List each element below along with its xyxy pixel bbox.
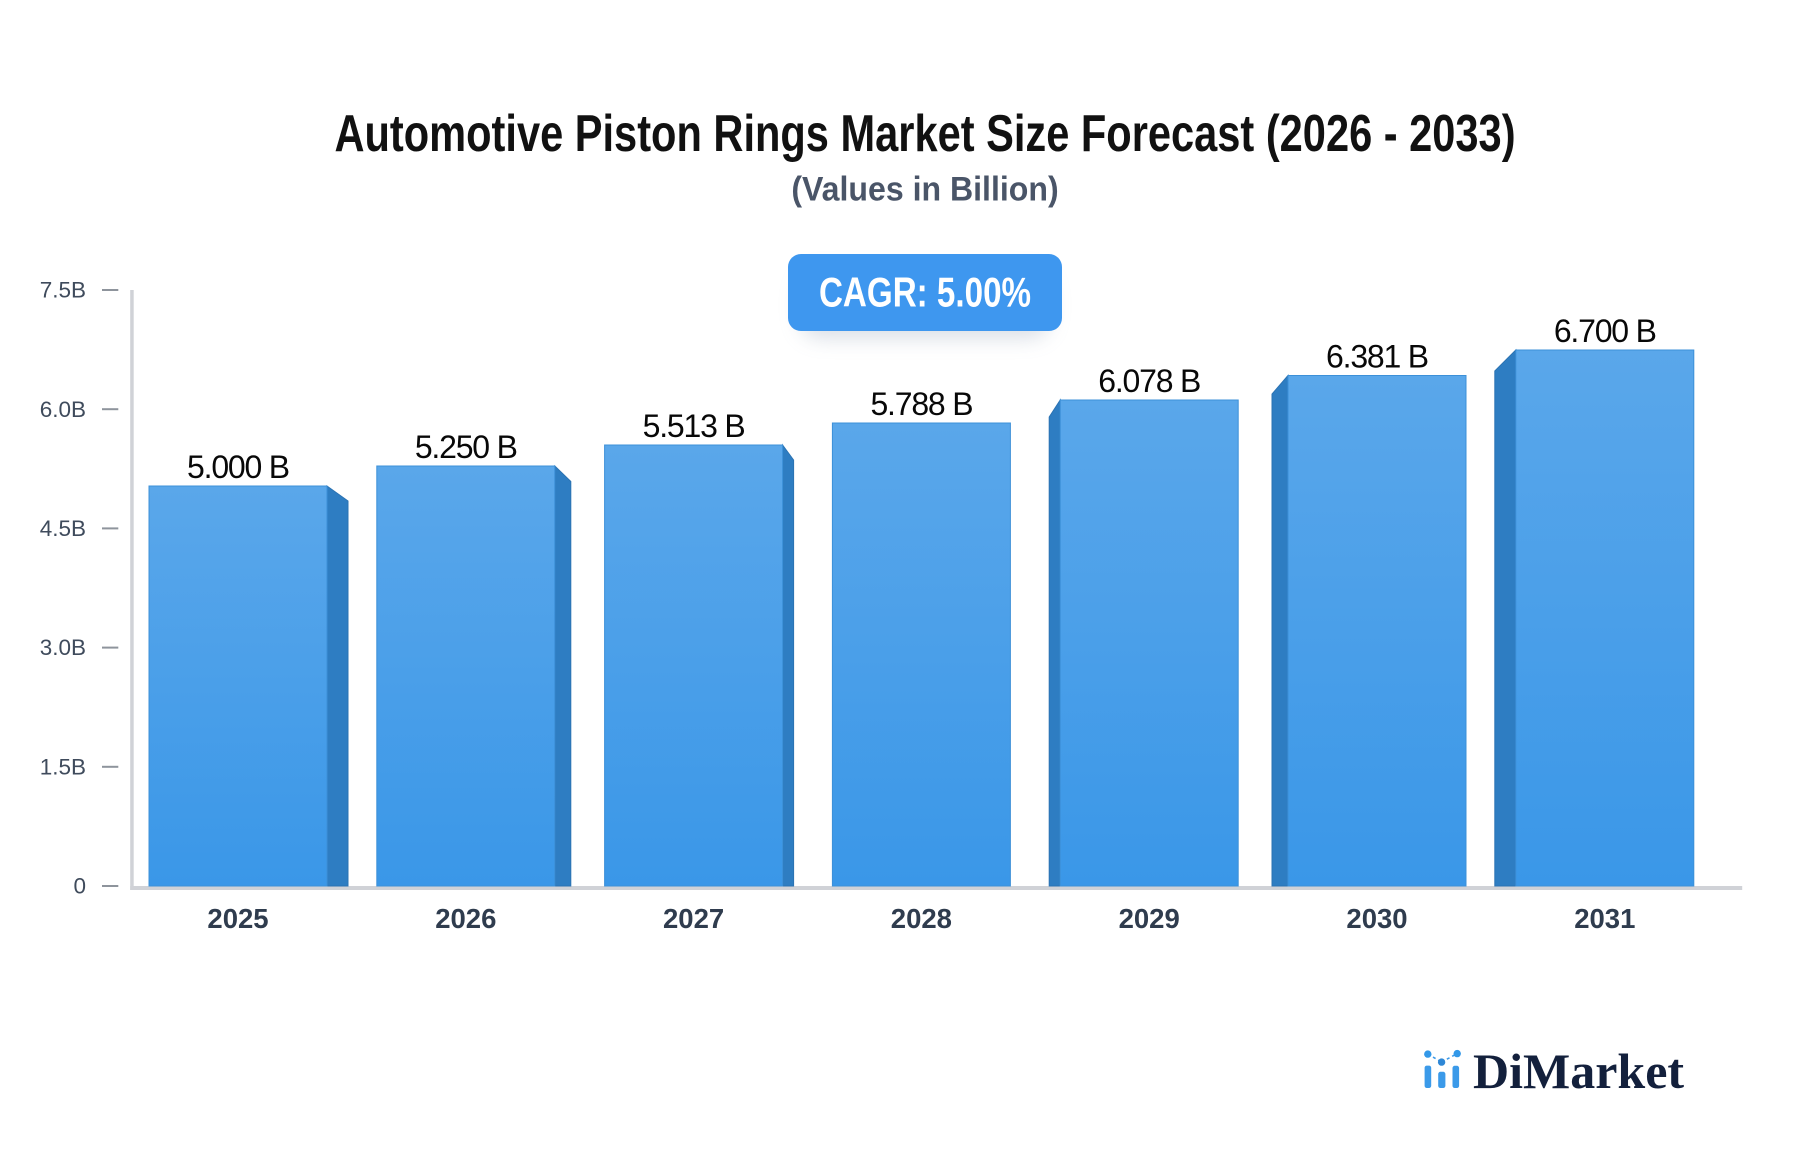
svg-text:2025: 2025 xyxy=(207,903,268,934)
svg-text:2027: 2027 xyxy=(663,903,724,934)
svg-text:Automotive Piston Rings Market: Automotive Piston Rings Market Size Fore… xyxy=(334,104,1515,163)
svg-text:6.078 B: 6.078 B xyxy=(1098,363,1200,399)
svg-text:2030: 2030 xyxy=(1346,903,1407,934)
svg-text:5.788 B: 5.788 B xyxy=(870,386,972,422)
svg-text:0: 0 xyxy=(73,874,86,899)
svg-text:(Values in Billion): (Values in Billion) xyxy=(791,170,1058,208)
svg-text:6.700 B: 6.700 B xyxy=(1554,313,1656,349)
svg-text:2028: 2028 xyxy=(891,903,952,934)
svg-text:1.5B: 1.5B xyxy=(40,754,86,779)
svg-text:6.0B: 6.0B xyxy=(40,397,86,422)
svg-text:6.381 B: 6.381 B xyxy=(1326,339,1428,375)
svg-text:7.5B: 7.5B xyxy=(40,278,86,303)
svg-text:2031: 2031 xyxy=(1574,903,1635,934)
svg-text:DiMarket: DiMarket xyxy=(1473,1043,1684,1099)
svg-text:CAGR: 5.00%: CAGR: 5.00% xyxy=(819,269,1031,315)
svg-text:3.0B: 3.0B xyxy=(40,635,86,660)
svg-text:2029: 2029 xyxy=(1119,903,1180,934)
svg-text:2026: 2026 xyxy=(435,903,496,934)
svg-text:5.513 B: 5.513 B xyxy=(643,408,745,444)
svg-text:5.250 B: 5.250 B xyxy=(415,429,517,465)
svg-text:4.5B: 4.5B xyxy=(40,516,86,541)
svg-text:5.000 B: 5.000 B xyxy=(187,449,289,485)
